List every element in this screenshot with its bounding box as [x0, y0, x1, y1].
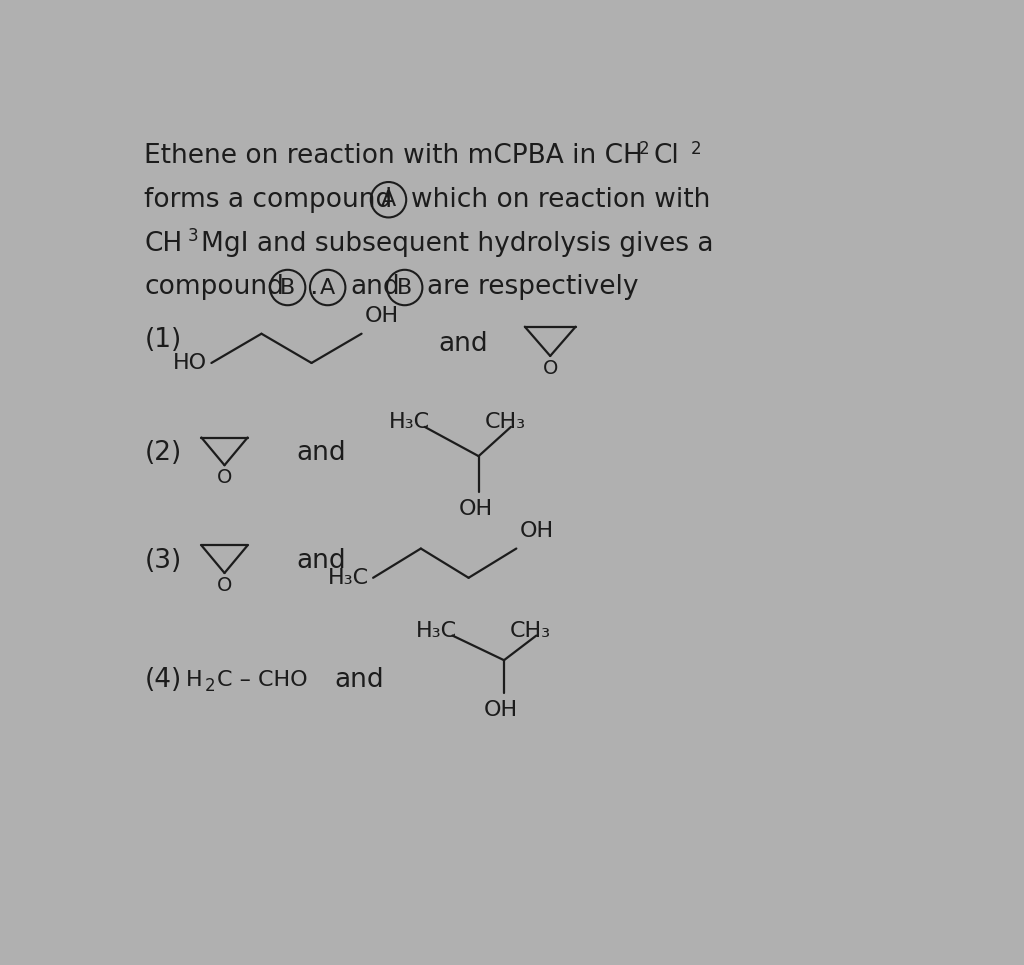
Text: H₃C: H₃C	[416, 620, 457, 641]
Text: and: and	[350, 274, 399, 300]
Text: 2: 2	[205, 676, 216, 695]
Text: OH: OH	[459, 499, 493, 519]
Text: and: and	[296, 440, 346, 466]
Text: B: B	[397, 278, 413, 297]
Text: C – CHO: C – CHO	[217, 671, 307, 690]
Text: A: A	[321, 278, 335, 297]
Text: 2: 2	[691, 140, 701, 157]
Text: and: and	[438, 332, 488, 357]
Text: OH: OH	[484, 701, 518, 720]
Text: .: .	[310, 274, 327, 300]
Text: compound: compound	[144, 274, 285, 300]
Text: B: B	[280, 278, 295, 297]
Text: CH: CH	[144, 231, 182, 257]
Text: H₃C: H₃C	[388, 412, 430, 432]
Text: Cl: Cl	[653, 143, 679, 169]
Text: forms a compound: forms a compound	[144, 186, 392, 212]
Text: (3): (3)	[144, 548, 181, 574]
Text: CH₃: CH₃	[510, 620, 551, 641]
Text: which on reaction with: which on reaction with	[411, 186, 711, 212]
Text: and: and	[296, 548, 346, 574]
Text: MgI and subsequent hydrolysis gives a: MgI and subsequent hydrolysis gives a	[201, 231, 713, 257]
Text: OH: OH	[520, 521, 554, 540]
Text: (1): (1)	[144, 327, 181, 353]
Text: (2): (2)	[144, 440, 181, 466]
Text: Ethene on reaction with mCPBA in CH: Ethene on reaction with mCPBA in CH	[144, 143, 643, 169]
Text: are respectively: are respectively	[427, 274, 639, 300]
Text: HO: HO	[173, 353, 207, 372]
Text: O: O	[217, 576, 232, 595]
Text: A: A	[381, 190, 396, 209]
Text: 2: 2	[639, 140, 649, 157]
Text: O: O	[217, 468, 232, 487]
Text: H₃C: H₃C	[328, 567, 370, 588]
Text: OH: OH	[365, 306, 398, 326]
Text: CH₃: CH₃	[484, 412, 526, 432]
Text: H: H	[186, 671, 203, 690]
Text: (4): (4)	[144, 667, 181, 693]
Text: 3: 3	[187, 228, 199, 245]
Text: and: and	[335, 667, 384, 693]
Text: O: O	[543, 359, 558, 378]
